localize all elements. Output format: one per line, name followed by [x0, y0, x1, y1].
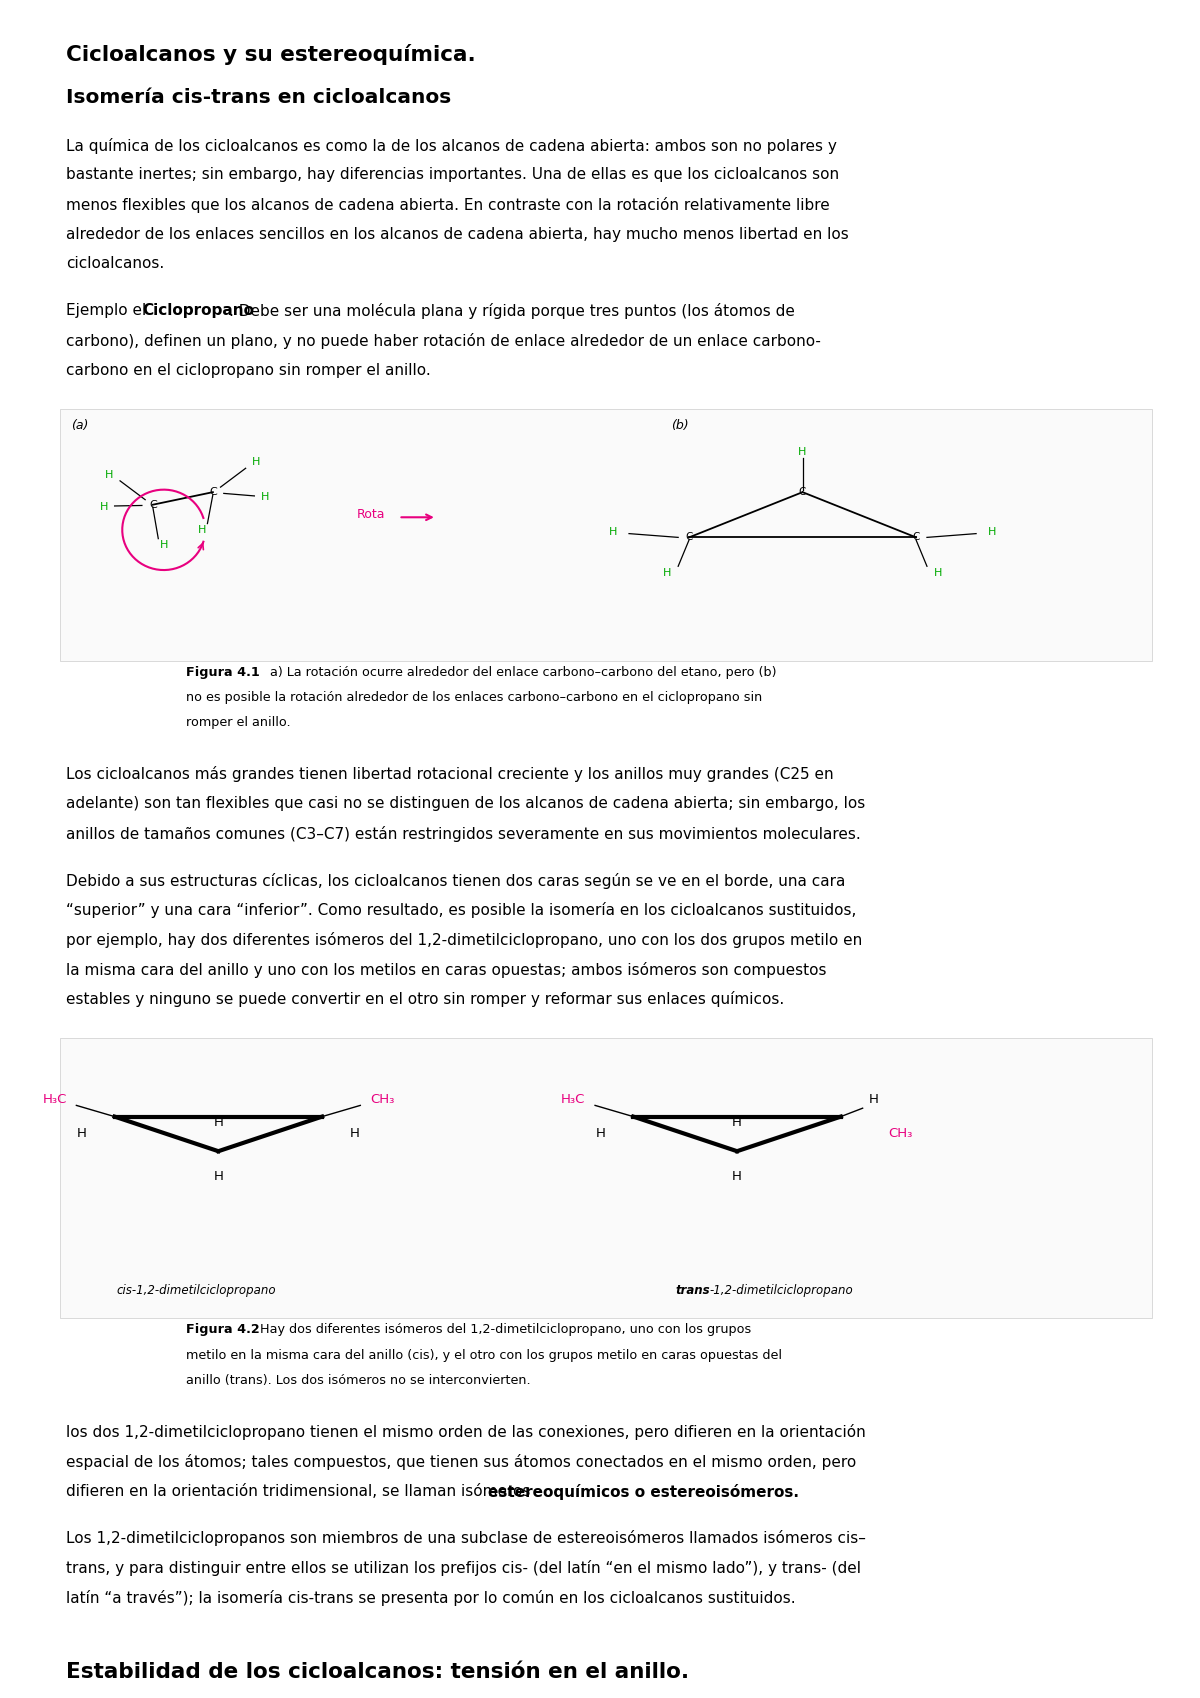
Text: H: H — [732, 1116, 742, 1129]
Text: Los 1,2-dimetilciclopropanos son miembros de una subclase de estereoisómeros lla: Los 1,2-dimetilciclopropanos son miembro… — [66, 1530, 866, 1547]
Text: trans: trans — [676, 1284, 709, 1297]
Text: H: H — [252, 457, 260, 467]
Text: la misma cara del anillo y uno con los metilos en caras opuestas; ambos isómeros: la misma cara del anillo y uno con los m… — [66, 961, 827, 978]
Text: H: H — [198, 525, 206, 535]
Text: H: H — [869, 1094, 878, 1107]
Text: H: H — [798, 447, 806, 457]
Text: -1,2-dimetilciclopropano: -1,2-dimetilciclopropano — [709, 1284, 853, 1297]
Text: Isomería cis-trans en cicloalcanos: Isomería cis-trans en cicloalcanos — [66, 88, 451, 107]
Text: H: H — [77, 1127, 86, 1139]
Text: H: H — [934, 567, 942, 577]
Text: H₃C: H₃C — [42, 1094, 67, 1107]
Text: carbono), definen un plano, y no puede haber rotación de enlace alrededor de un : carbono), definen un plano, y no puede h… — [66, 333, 821, 348]
Text: latín “a través”); la isomería cis-trans se presenta por lo común en los cicloal: latín “a través”); la isomería cis-trans… — [66, 1589, 796, 1606]
Text: alrededor de los enlaces sencillos en los alcanos de cadena abierta, hay mucho m: alrededor de los enlaces sencillos en lo… — [66, 228, 848, 241]
Text: Rota: Rota — [356, 508, 385, 521]
Text: estereoquímicos o estereoisómeros.: estereoquímicos o estereoisómeros. — [488, 1484, 799, 1499]
Text: adelante) son tan flexibles que casi no se distinguen de los alcanos de cadena a: adelante) son tan flexibles que casi no … — [66, 796, 865, 812]
Text: H: H — [608, 528, 617, 537]
Text: Los cicloalcanos más grandes tienen libertad rotacional creciente y los anillos : Los cicloalcanos más grandes tienen libe… — [66, 766, 834, 783]
Text: H: H — [732, 1170, 742, 1184]
Text: Debido a sus estructuras cíclicas, los cicloalcanos tienen dos caras según se ve: Debido a sus estructuras cíclicas, los c… — [66, 873, 845, 888]
Text: los dos 1,2-dimetilciclopropano tienen el mismo orden de las conexiones, pero di: los dos 1,2-dimetilciclopropano tienen e… — [66, 1425, 865, 1440]
Text: H: H — [595, 1127, 606, 1139]
Text: por ejemplo, hay dos diferentes isómeros del 1,2-dimetilciclopropano, uno con lo: por ejemplo, hay dos diferentes isómeros… — [66, 932, 863, 947]
Text: anillos de tamaños comunes (C3–C7) están restringidos severamente en sus movimie: anillos de tamaños comunes (C3–C7) están… — [66, 825, 860, 842]
Text: cis-1,2-dimetilciclopropano: cis-1,2-dimetilciclopropano — [116, 1284, 276, 1297]
Text: Estabilidad de los cicloalcanos: tensión en el anillo.: Estabilidad de los cicloalcanos: tensión… — [66, 1662, 689, 1683]
Text: Figura 4.2: Figura 4.2 — [186, 1323, 259, 1336]
Text: trans, y para distinguir entre ellos se utilizan los prefijos cis- (del latín “e: trans, y para distinguir entre ellos se … — [66, 1560, 862, 1576]
Text: C: C — [912, 533, 919, 542]
Text: a) La rotación ocurre alrededor del enlace carbono–carbono del etano, pero (b): a) La rotación ocurre alrededor del enla… — [262, 666, 776, 679]
Text: (a): (a) — [71, 419, 89, 433]
Text: carbono en el ciclopropano sin romper el anillo.: carbono en el ciclopropano sin romper el… — [66, 362, 431, 377]
Text: estables y ninguno se puede convertir en el otro sin romper y reformar sus enlac: estables y ninguno se puede convertir en… — [66, 992, 785, 1007]
Text: CH₃: CH₃ — [889, 1127, 913, 1139]
Text: no es posible la rotación alrededor de los enlaces carbono–carbono en el ciclopr: no es posible la rotación alrededor de l… — [186, 691, 762, 703]
Text: H: H — [214, 1116, 223, 1129]
Text: cicloalcanos.: cicloalcanos. — [66, 256, 164, 272]
Text: C: C — [799, 487, 806, 498]
Text: H: H — [100, 503, 108, 513]
Text: “superior” y una cara “inferior”. Como resultado, es posible la isomería en los : “superior” y una cara “inferior”. Como r… — [66, 902, 857, 919]
Text: Ciclopropano: Ciclopropano — [142, 302, 254, 318]
Text: C: C — [685, 533, 692, 542]
Text: C: C — [149, 499, 157, 509]
Text: menos flexibles que los alcanos de cadena abierta. En contraste con la rotación : menos flexibles que los alcanos de caden… — [66, 197, 829, 212]
Text: H: H — [350, 1127, 360, 1139]
Text: metilo en la misma cara del anillo (cis), y el otro con los grupos metilo en car: metilo en la misma cara del anillo (cis)… — [186, 1348, 782, 1362]
Text: bastante inertes; sin embargo, hay diferencias importantes. Una de ellas es que : bastante inertes; sin embargo, hay difer… — [66, 168, 839, 182]
Text: H: H — [104, 470, 113, 479]
Text: H: H — [160, 540, 168, 550]
Text: H: H — [664, 567, 672, 577]
Text: Ejemplo el: Ejemplo el — [66, 302, 151, 318]
Text: H₃C: H₃C — [562, 1094, 586, 1107]
Text: difieren en la orientación tridimensional, se llaman isómeros: difieren en la orientación tridimensiona… — [66, 1484, 535, 1499]
Text: . Debe ser una molécula plana y rígida porque tres puntos (los átomos de: . Debe ser una molécula plana y rígida p… — [229, 302, 794, 319]
Text: H: H — [262, 492, 270, 503]
Text: espacial de los átomos; tales compuestos, que tienen sus átomos conectados en el: espacial de los átomos; tales compuestos… — [66, 1453, 857, 1470]
Text: Hay dos diferentes isómeros del 1,2-dimetilciclopropano, uno con los grupos: Hay dos diferentes isómeros del 1,2-dime… — [252, 1323, 751, 1336]
Text: romper el anillo.: romper el anillo. — [186, 717, 290, 728]
Text: CH₃: CH₃ — [370, 1094, 395, 1107]
Text: H: H — [989, 528, 997, 537]
Text: La química de los cicloalcanos es como la de los alcanos de cadena abierta: ambo: La química de los cicloalcanos es como l… — [66, 138, 836, 153]
Text: Figura 4.1: Figura 4.1 — [186, 666, 259, 679]
Text: anillo (trans). Los dos isómeros no se interconvierten.: anillo (trans). Los dos isómeros no se i… — [186, 1374, 530, 1387]
Text: (b): (b) — [672, 419, 689, 433]
Text: C: C — [209, 487, 217, 498]
Text: H: H — [214, 1170, 223, 1184]
Text: Cicloalcanos y su estereoquímica.: Cicloalcanos y su estereoquímica. — [66, 44, 475, 65]
